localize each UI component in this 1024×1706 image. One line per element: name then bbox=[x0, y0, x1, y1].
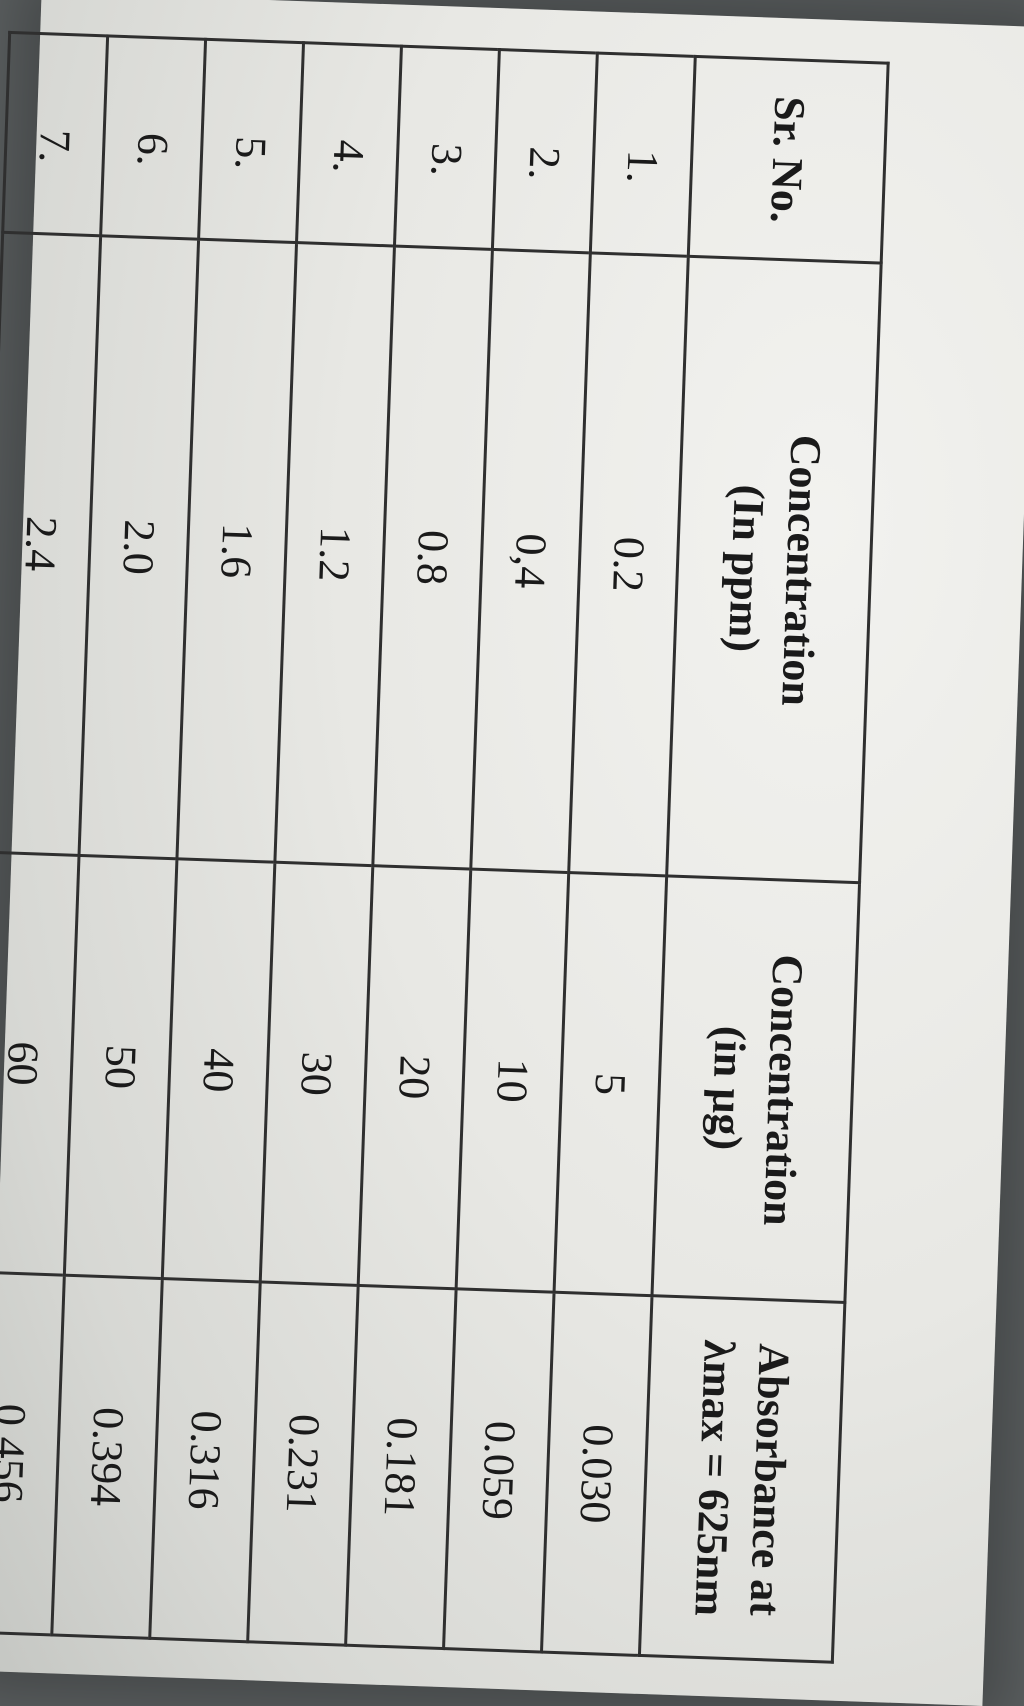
cell-sr: 3. bbox=[394, 46, 499, 249]
col-header-sr-line1: Sr. No. bbox=[762, 96, 815, 224]
col-header-ug-line1: Concentration bbox=[754, 954, 812, 1227]
data-table: Sr. No. Concentration (In ppm) Concentra… bbox=[0, 31, 890, 1664]
cell-sr: 5. bbox=[199, 39, 304, 242]
cell-ug: 10 bbox=[456, 869, 569, 1292]
col-header-ppm-line1: Concentration bbox=[772, 434, 830, 707]
col-header-ug: Concentration (in µg) bbox=[652, 876, 860, 1302]
cell-ug: 50 bbox=[64, 855, 177, 1278]
col-header-ppm: Concentration (In ppm) bbox=[667, 256, 882, 882]
col-header-abs: Absorbance at λmax = 625nm bbox=[639, 1296, 844, 1663]
cell-ug: 40 bbox=[162, 859, 275, 1282]
cell-abs: 0.181 bbox=[346, 1285, 457, 1648]
cell-sr: 4. bbox=[297, 43, 402, 246]
table-body: 1. 0.2 5 0.030 2. 0,4 10 0.059 3. 0.8 20… bbox=[0, 32, 695, 1655]
col-header-ug-line2: (in µg) bbox=[694, 879, 764, 1298]
cell-sr: 6. bbox=[101, 36, 206, 239]
col-header-abs-line1: Absorbance at bbox=[740, 1343, 798, 1617]
col-header-abs-line2: λmax = 625nm bbox=[681, 1299, 748, 1658]
paper-sheet: Sr. No. Concentration (In ppm) Concentra… bbox=[0, 0, 1024, 1706]
cell-sr: 2. bbox=[492, 50, 597, 253]
cell-abs: 0.394 bbox=[52, 1275, 163, 1638]
cell-abs: 0.231 bbox=[248, 1282, 359, 1645]
table-container: Sr. No. Concentration (In ppm) Concentra… bbox=[0, 31, 890, 1661]
cell-abs: 0.030 bbox=[541, 1292, 652, 1655]
cell-ug: 20 bbox=[358, 866, 471, 1289]
col-header-ppm-line2: (In ppm) bbox=[708, 259, 784, 878]
cell-ug: 5 bbox=[554, 872, 667, 1295]
cell-sr: 7. bbox=[3, 32, 108, 235]
cell-abs: 0.059 bbox=[444, 1289, 555, 1652]
cell-abs: 0.316 bbox=[150, 1279, 261, 1642]
cell-ug: 30 bbox=[260, 862, 373, 1285]
cell-sr: 1. bbox=[590, 53, 695, 256]
col-header-sr: Sr. No. bbox=[688, 56, 888, 263]
